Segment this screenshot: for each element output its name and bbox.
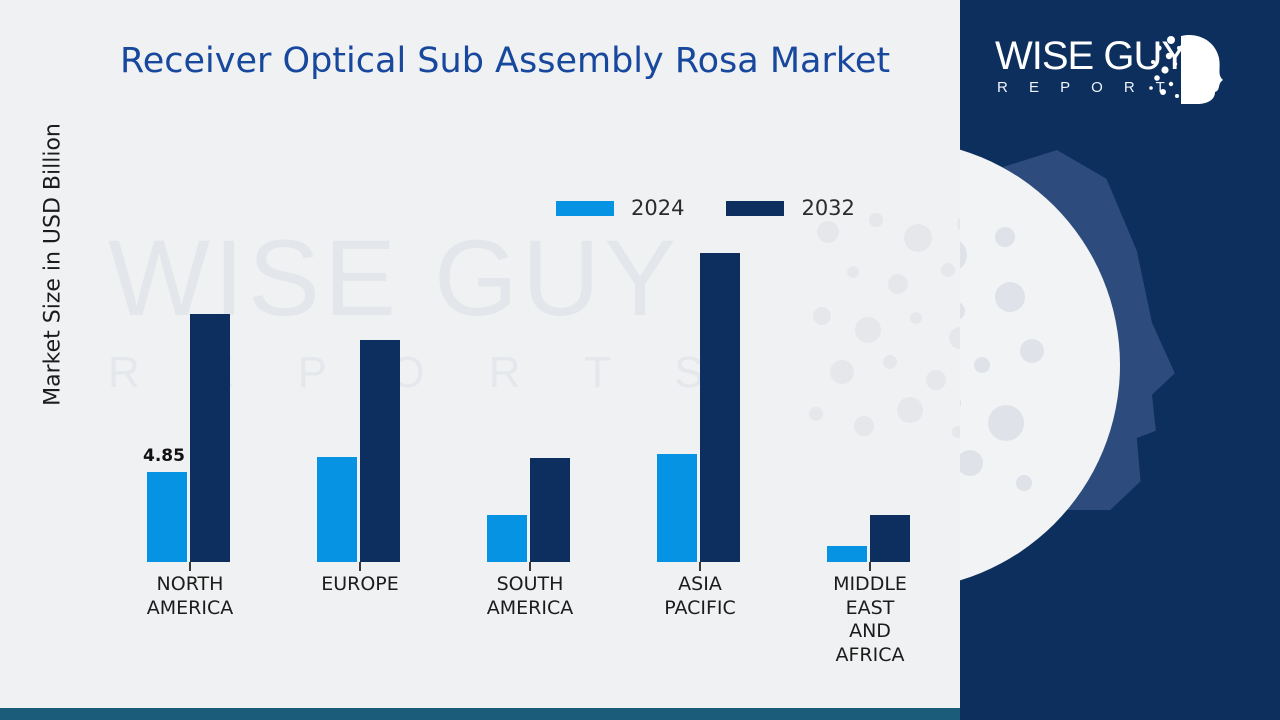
- bottom-accent-strip: [0, 708, 960, 720]
- bar-2032[interactable]: [870, 514, 910, 562]
- legend-label-2032: 2032: [801, 196, 855, 220]
- x-axis-tick: [189, 562, 191, 571]
- bar-2032[interactable]: [360, 340, 400, 562]
- brand-logo: WISE GUY R E P O R T S: [995, 34, 1225, 114]
- page-title: Receiver Optical Sub Assembly Rosa Marke…: [120, 41, 891, 81]
- x-axis-tick: [359, 562, 361, 571]
- bar-2024[interactable]: [317, 456, 357, 562]
- bar-group: ASIA PACIFIC: [657, 220, 740, 619]
- x-axis-category-label: EUROPE: [321, 573, 399, 595]
- bar-group: NORTH AMERICA: [147, 220, 233, 619]
- bar-chart: Market Size in USD Billion NORTH AMERICA…: [40, 123, 930, 666]
- legend-item-2032[interactable]: 2032: [726, 196, 855, 220]
- brand-panel: [960, 0, 1280, 720]
- x-axis-tick: [869, 562, 871, 571]
- legend-label-2024: 2024: [631, 196, 685, 220]
- bar-2032[interactable]: [700, 253, 740, 562]
- legend-swatch-2024: [556, 200, 614, 216]
- logo-face-icon: [1149, 34, 1223, 105]
- logo-reports-text: R E P O R T S: [997, 79, 1205, 96]
- panel-dot-pattern-icon: [960, 227, 1044, 491]
- logo-wiseguy-text: WISE GUY: [995, 34, 1188, 78]
- bar-2024[interactable]: [827, 546, 867, 562]
- bar-2032[interactable]: [530, 458, 570, 562]
- x-axis-category-label: NORTH AMERICA: [146, 573, 234, 619]
- bar-2024[interactable]: [147, 472, 187, 562]
- x-axis-tick: [699, 562, 701, 571]
- bar-2024[interactable]: [487, 514, 527, 562]
- bar-2024[interactable]: [657, 453, 697, 562]
- y-axis-label: Market Size in USD Billion: [40, 123, 66, 406]
- bar-group: EUROPE: [317, 220, 400, 595]
- legend-swatch-2032: [726, 200, 785, 216]
- bar-group: SOUTH AMERICA: [487, 220, 573, 619]
- x-axis-category-label: SOUTH AMERICA: [486, 573, 574, 619]
- bar-2032[interactable]: [190, 314, 230, 562]
- x-axis-tick: [529, 562, 531, 571]
- bar-group: MIDDLE EAST AND AFRICA: [827, 220, 910, 666]
- x-axis-category-label: MIDDLE EAST AND AFRICA: [833, 573, 907, 666]
- bar-data-label: 4.85: [143, 446, 185, 467]
- x-axis-category-label: ASIA PACIFIC: [664, 573, 736, 619]
- legend-item-2024[interactable]: 2024: [556, 196, 684, 220]
- chart-plot-area: NORTH AMERICA EUROPE SOUTH AMERICA ASIA PAC…: [110, 220, 930, 666]
- chart-legend: 2024 2032: [556, 196, 855, 220]
